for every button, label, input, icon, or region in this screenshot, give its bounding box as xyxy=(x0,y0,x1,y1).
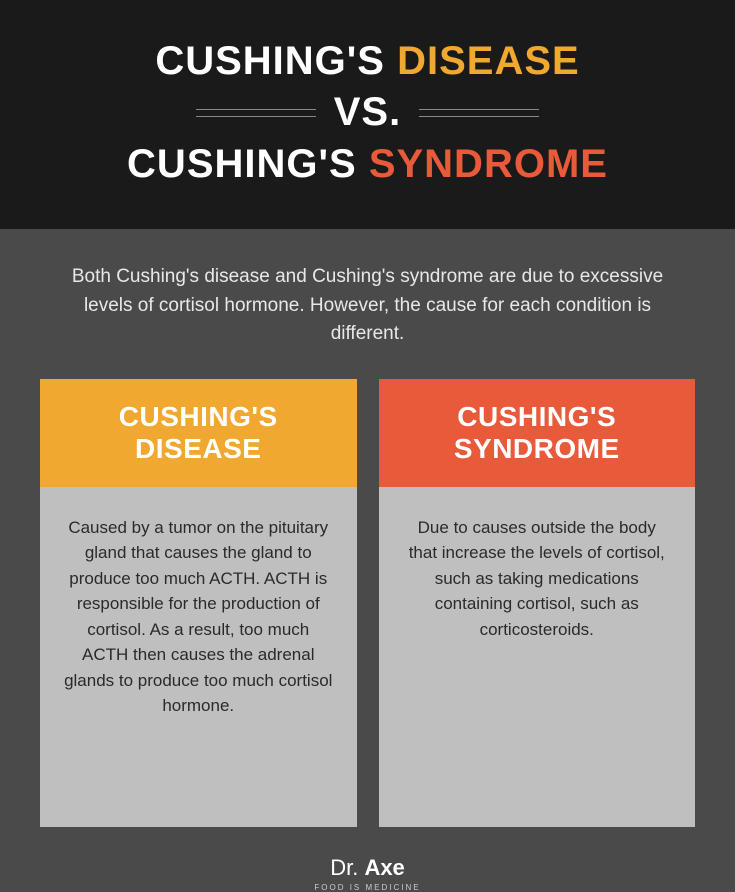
title-2a: CUSHING'S xyxy=(127,142,369,186)
decor-line xyxy=(196,116,316,117)
vs-lines-left xyxy=(196,109,316,117)
header-banner: CUSHING'S DISEASE VS. CUSHING'S SYNDROME xyxy=(0,0,735,229)
brand-prefix: Dr. xyxy=(330,855,364,880)
title-1b: DISEASE xyxy=(397,39,580,83)
decor-line xyxy=(419,109,539,110)
title-2b: SYNDROME xyxy=(369,142,608,186)
comparison-columns: CUSHING'S DISEASE Caused by a tumor on t… xyxy=(0,379,735,827)
column-syndrome-header: CUSHING'S SYNDROME xyxy=(379,379,696,487)
brand-name: Dr. Axe xyxy=(0,855,735,881)
column-syndrome: CUSHING'S SYNDROME Due to causes outside… xyxy=(379,379,696,827)
brand-tagline: FOOD IS MEDICINE xyxy=(0,883,735,892)
column-disease: CUSHING'S DISEASE Caused by a tumor on t… xyxy=(40,379,357,827)
column-disease-header: CUSHING'S DISEASE xyxy=(40,379,357,487)
intro-text: Both Cushing's disease and Cushing's syn… xyxy=(0,229,735,379)
title-line-2: CUSHING'S SYNDROME xyxy=(40,141,695,187)
column-syndrome-body: Due to causes outside the body that incr… xyxy=(379,487,696,827)
decor-line xyxy=(196,109,316,110)
decor-line xyxy=(419,116,539,117)
vs-text: VS. xyxy=(334,90,401,135)
vs-row: VS. xyxy=(40,90,695,135)
column-disease-body: Caused by a tumor on the pituitary gland… xyxy=(40,487,357,827)
brand-bold: Axe xyxy=(364,855,404,880)
title-line-1: CUSHING'S DISEASE xyxy=(40,38,695,84)
title-1a: CUSHING'S xyxy=(155,39,397,83)
footer: Dr. Axe FOOD IS MEDICINE xyxy=(0,827,735,892)
vs-lines-right xyxy=(419,109,539,117)
